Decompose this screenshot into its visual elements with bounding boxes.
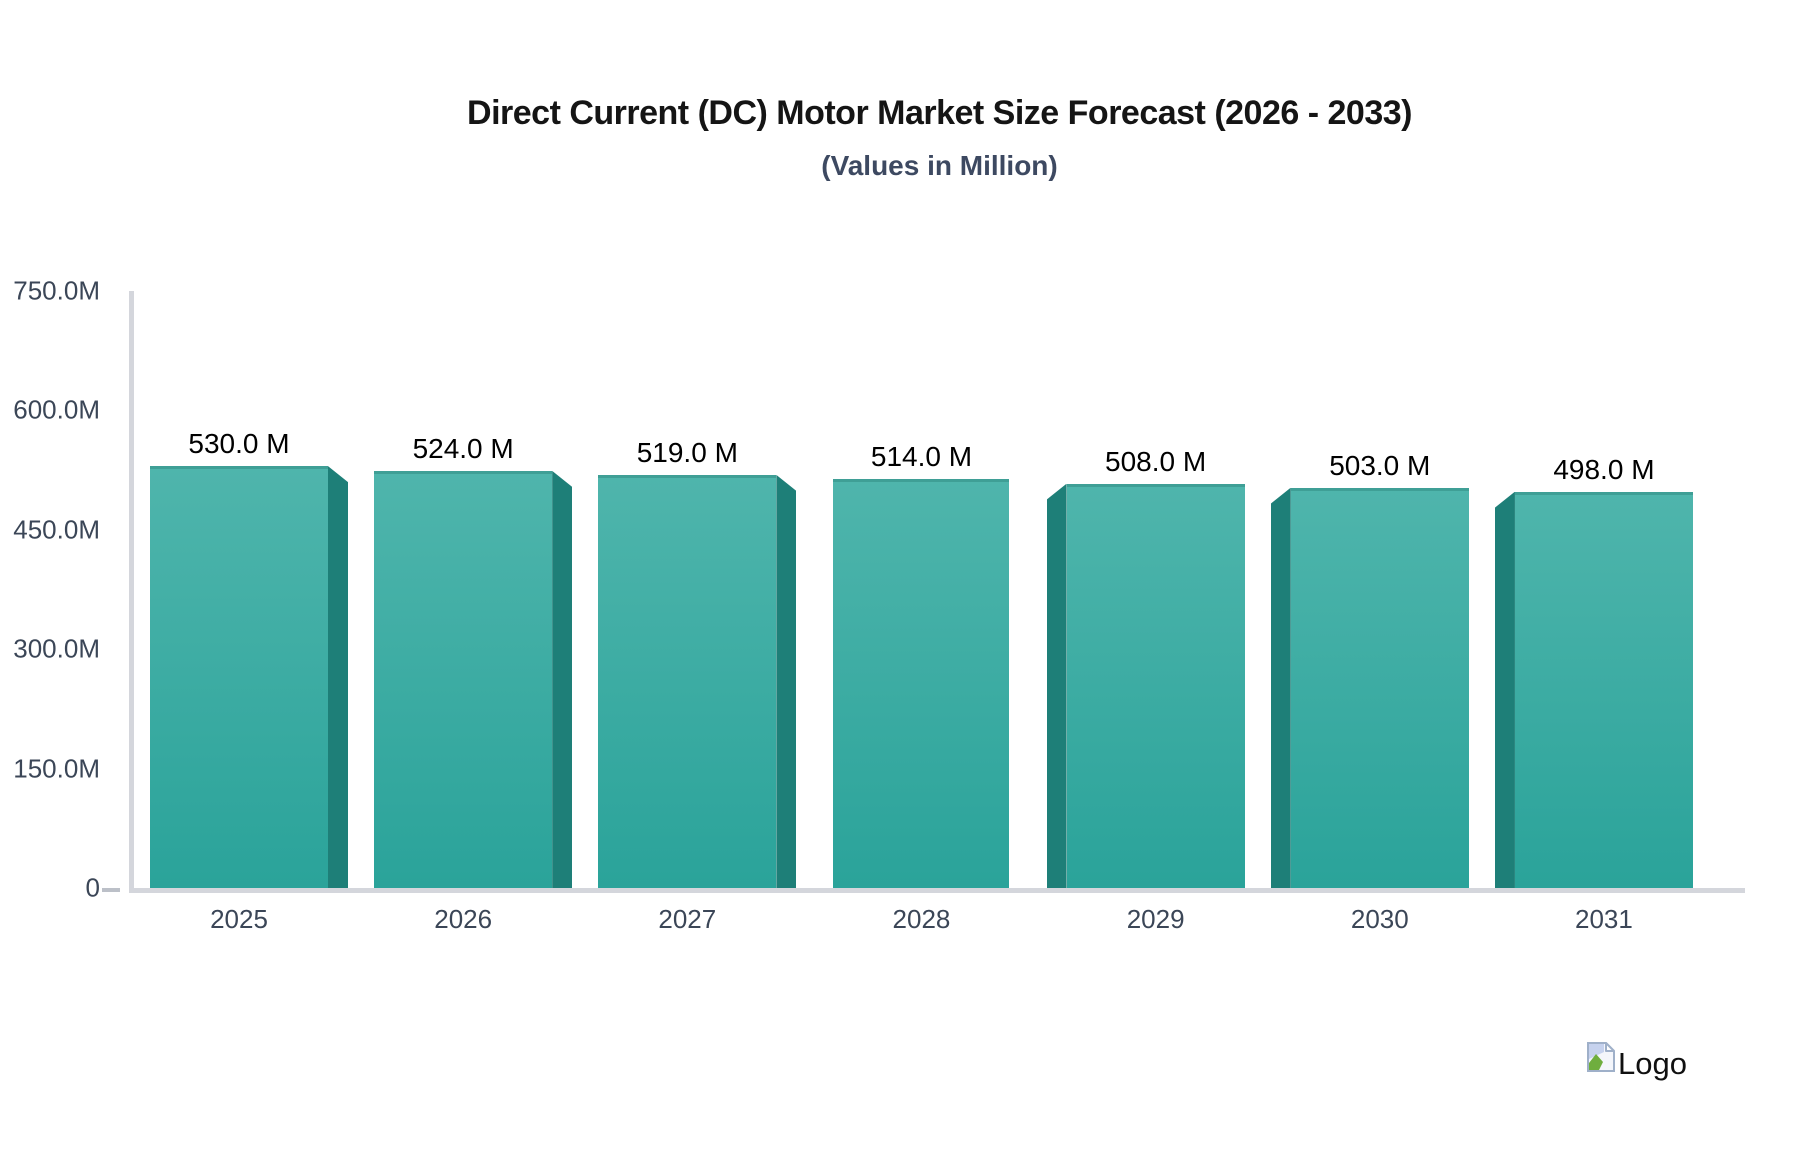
x-axis-label: 2026 [434, 904, 493, 934]
x-axis-line [129, 888, 1745, 893]
bar-slot-2026: 524.0 M 2026 [374, 291, 573, 934]
x-axis-label: 2027 [658, 904, 717, 934]
broken-image-icon [1584, 1040, 1618, 1079]
bar-2029[interactable] [1046, 483, 1245, 888]
bar-slot-2030: 503.0 M 2030 [1270, 291, 1469, 934]
chart-subtitle: (Values in Million) [821, 150, 1058, 181]
x-axis-label: 2029 [1126, 904, 1185, 934]
bar-side-face [1494, 491, 1515, 888]
bar-slot-2031: 498.0 M 2031 [1494, 291, 1693, 934]
y-axis-line [129, 291, 134, 893]
bar-value-label: 524.0 M [412, 432, 514, 464]
logo: Logo [1584, 1040, 1687, 1081]
bar-value-label: 498.0 M [1553, 453, 1655, 485]
bar-front-face [1066, 483, 1245, 888]
bar-value-label: 508.0 M [1105, 445, 1207, 477]
bar-front-face [1290, 487, 1469, 888]
bar-value-label: 503.0 M [1329, 449, 1431, 481]
zero-tick-dash [102, 888, 120, 892]
bar-front-face [1514, 491, 1693, 888]
bar-side-face [776, 474, 797, 888]
bar-slot-2027: 519.0 M 2027 [598, 291, 797, 934]
bar-value-label: 519.0 M [636, 436, 738, 468]
bar-side-face [1270, 487, 1291, 888]
bar-slot-2025: 530.0 M 2025 [150, 291, 348, 934]
x-axis-label: 2031 [1575, 904, 1633, 934]
bar-front-face [598, 474, 777, 888]
bar-slot-2028: 514.0 M 2028 [822, 291, 1020, 934]
bar-side-face [552, 470, 573, 888]
logo-text: Logo [1618, 1046, 1687, 1082]
y-axis-tick-label: 300.0M [13, 633, 100, 664]
bar-side-face [328, 466, 348, 888]
bars-row: 530.0 M 2025 524.0 M 2026 519.0 M 2027 514.0 M… [134, 291, 1745, 934]
y-axis-tick-label: 450.0M [13, 514, 100, 545]
y-axis-tick-label: 600.0M [13, 394, 100, 425]
x-axis-label: 2025 [210, 904, 268, 934]
x-axis-label: 2030 [1350, 904, 1409, 934]
y-axis-tick-label: 0 [85, 872, 100, 903]
bar-2026[interactable] [374, 470, 573, 888]
bar-slot-2029: 508.0 M 2029 [1046, 291, 1245, 934]
bar-2027[interactable] [598, 474, 797, 888]
bar-value-label: 530.0 M [188, 428, 290, 460]
chart-title: Direct Current (DC) Motor Market Size Fo… [467, 94, 1412, 132]
y-axis-tick-label: 750.0M [13, 275, 100, 306]
bar-front-face [374, 470, 553, 888]
bar-2030[interactable] [1270, 487, 1469, 888]
bar-front-face [150, 466, 328, 888]
bar-front-face [833, 478, 1010, 888]
bar-value-label: 514.0 M [870, 440, 973, 472]
bar-side-face [1046, 483, 1067, 888]
y-axis-tick-label: 150.0M [13, 753, 100, 784]
bar-2025[interactable] [150, 466, 348, 888]
bar-2028[interactable] [822, 478, 1020, 888]
plot-area: 750.0M 600.0M 450.0M 300.0M 150.0M 0 530.0 M 2… [13, 276, 1745, 934]
bar-2031[interactable] [1494, 491, 1693, 888]
x-axis-label: 2028 [892, 904, 951, 934]
